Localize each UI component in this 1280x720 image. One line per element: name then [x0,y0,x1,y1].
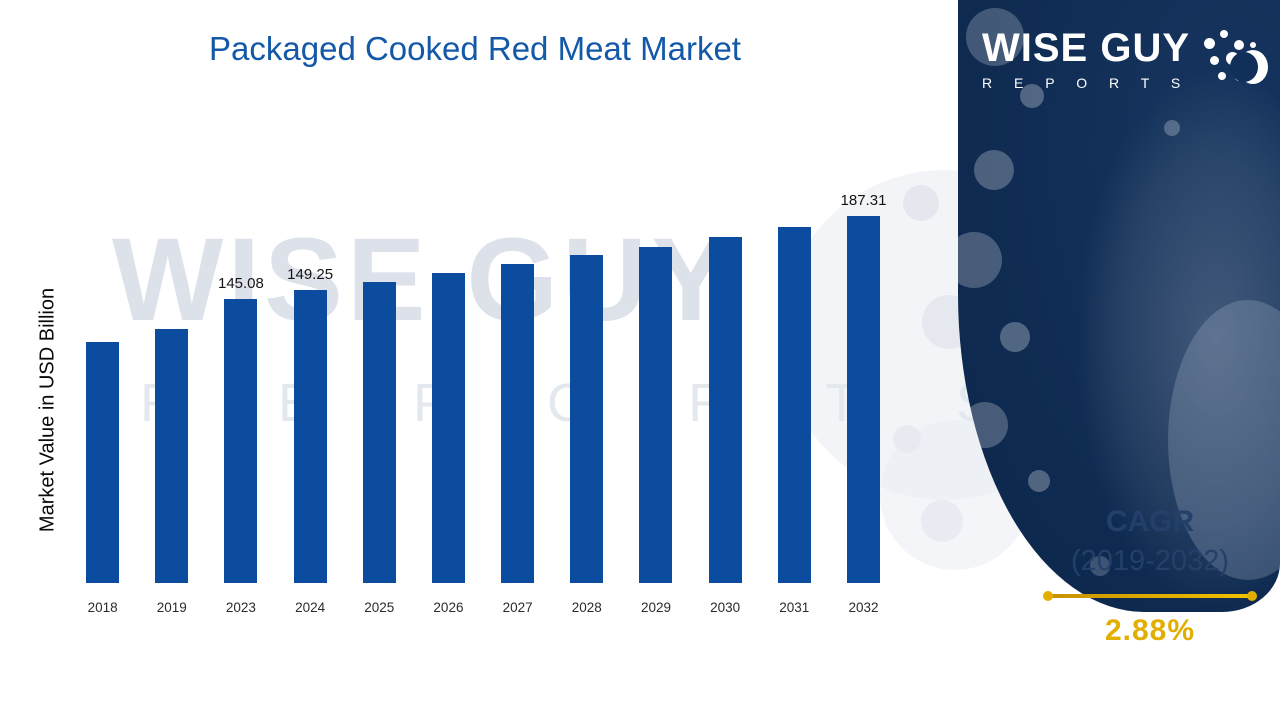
y-axis-label: Market Value in USD Billion [36,287,59,533]
bubble-icon [966,8,1024,66]
bar-2019 [155,329,189,583]
bar-2030 [708,237,742,583]
bubble-icon [1000,322,1030,352]
bubble-icon [974,150,1014,190]
line-endpoint-dot [1247,591,1257,601]
bubble-icon [988,528,1024,564]
bar-slot-2031: 2031 [760,191,829,615]
cagr-range: (2019-2032) [1071,545,1229,577]
bar-slot-2029: 2029 [621,191,690,615]
x-tick-2031: 2031 [779,600,810,615]
x-tick-2026: 2026 [433,600,464,615]
bar-slot-2025: 2025 [345,191,414,615]
bar-chart: 2018 2019 145.08 2023 149.25 2024 2025 2026 2027… [68,191,898,615]
dotted-face-icon [1198,28,1269,94]
bar-slot-2032: 187.31 2032 [829,191,898,615]
bars: 2018 2019 145.08 2023 149.25 2024 2025 2026 2027… [68,191,898,615]
x-tick-2018: 2018 [87,600,118,615]
watermark-wordmark: WISE GUY [112,214,735,346]
bar-value-label-2024: 149.25 [287,266,334,283]
line-endpoint-dot [1043,591,1053,601]
x-tick-2029: 2029 [640,600,671,615]
bubble-icon [1020,84,1044,108]
bar-2026 [431,273,465,583]
x-tick-2030: 2030 [710,600,741,615]
x-tick-2028: 2028 [571,600,602,615]
bar-2025 [362,282,396,583]
x-tick-2019: 2019 [156,600,187,615]
logo: WISE GUY R E P O R T S [982,26,1269,94]
face-crescent-icon [1230,50,1269,84]
x-tick-2025: 2025 [364,600,395,615]
bar-value-label-2023: 145.08 [217,275,264,292]
bar-slot-2028: 2028 [552,191,621,615]
bar-2023 [224,299,258,583]
bar-slot-2024: 149.25 2024 [276,191,345,615]
bubble-icon [1090,556,1110,576]
bar-2032 [846,216,880,583]
bar-2018 [86,342,120,583]
bar-slot-2018: 2018 [68,191,137,615]
bar-2031 [777,227,811,583]
cagr-label: CAGR [1105,505,1195,538]
bar-slot-2030: 2030 [691,191,760,615]
bar-2029 [639,247,673,583]
bar-2024 [293,290,327,583]
bar-slot-2023: 145.08 2023 [206,191,275,615]
x-tick-2023: 2023 [225,600,256,615]
x-tick-2024: 2024 [295,600,326,615]
brand-panel: WISE GUY R E P O R T S [958,0,1280,612]
bubble-icon [1028,470,1050,492]
chart-title: Packaged Cooked Red Meat Market [209,30,741,67]
bar-2027 [501,264,535,583]
x-tick-2027: 2027 [502,600,533,615]
bar-slot-2027: 2027 [483,191,552,615]
x-tick-2032: 2032 [848,600,879,615]
bubble-icon [962,402,1008,448]
cagr-block: CAGR (2019-2032) 2.88% [1020,505,1280,648]
bar-value-label-2032: 187.31 [840,192,887,209]
logo-reports: R E P O R T S [982,75,1190,91]
bubble-icon [958,232,1002,288]
logo-wordmark: WISE GUY [982,26,1191,70]
bubble-icon [1164,120,1180,136]
bar-2028 [570,255,604,583]
bar-slot-2026: 2026 [414,191,483,615]
logo-text: WISE GUY R E P O R T S [982,26,1190,91]
cagr-value: 2.88% [1104,614,1196,647]
cagr-underline [1043,591,1257,601]
bar-slot-2019: 2019 [137,191,206,615]
